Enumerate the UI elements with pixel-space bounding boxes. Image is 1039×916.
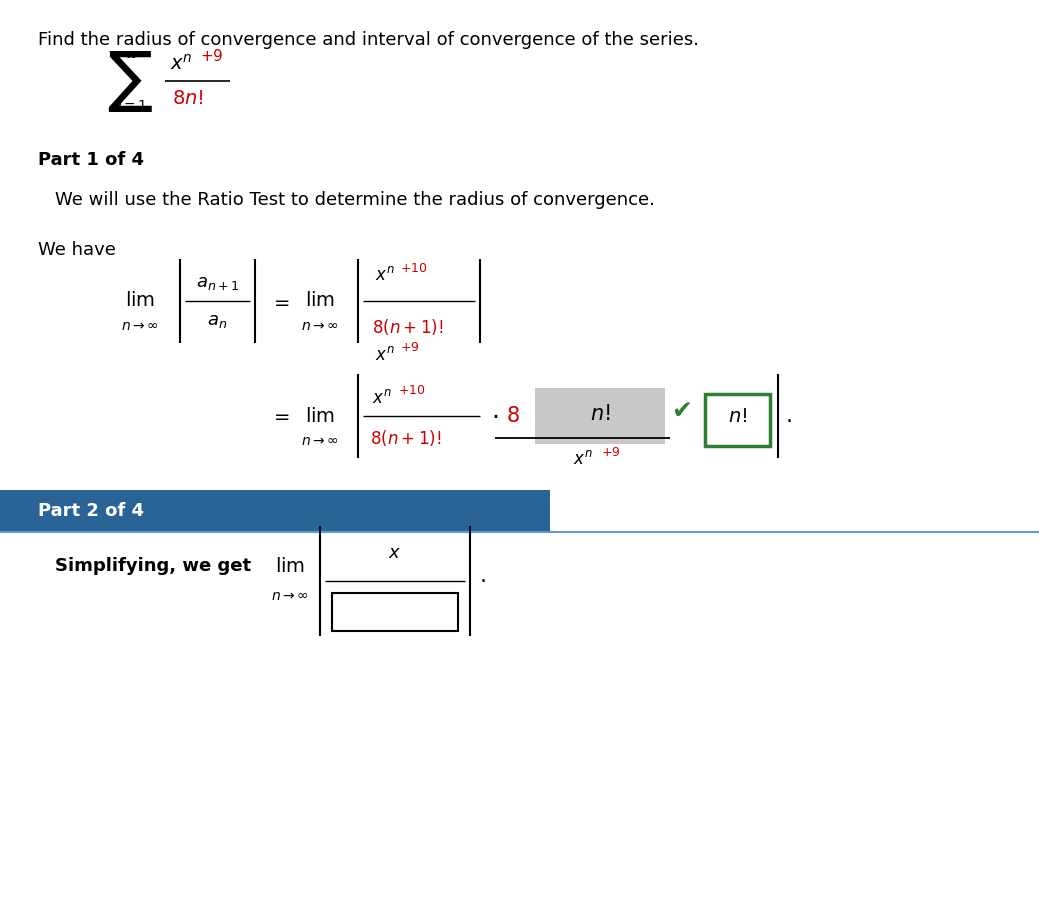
- Text: $x$: $x$: [389, 544, 402, 562]
- Text: $8$: $8$: [506, 406, 520, 426]
- Text: $=$: $=$: [270, 407, 290, 426]
- Text: $x^{n}$: $x^{n}$: [375, 266, 395, 284]
- Text: $=$: $=$: [270, 291, 290, 311]
- Text: $+ 9$: $+ 9$: [400, 342, 420, 354]
- Text: $a_{n+1}$: $a_{n+1}$: [195, 274, 239, 292]
- Text: $+ 10$: $+ 10$: [398, 385, 426, 398]
- Text: Simplifying, we get: Simplifying, we get: [55, 557, 251, 575]
- Text: $n!$: $n!$: [728, 407, 747, 426]
- FancyBboxPatch shape: [705, 394, 770, 446]
- Text: $n \to \infty$: $n \to \infty$: [122, 319, 159, 333]
- Text: $8(n + 1)!$: $8(n + 1)!$: [370, 428, 442, 448]
- Text: $+ 10$: $+ 10$: [400, 261, 428, 275]
- Text: $\lim$: $\lim$: [305, 291, 335, 311]
- Text: $\lim$: $\lim$: [305, 407, 335, 426]
- FancyBboxPatch shape: [332, 593, 458, 631]
- Text: $\lim$: $\lim$: [125, 291, 155, 311]
- Text: $.$: $.$: [784, 406, 792, 426]
- Text: $8(n + 1)!$: $8(n + 1)!$: [372, 317, 444, 337]
- Text: $+ 9$: $+ 9$: [601, 445, 620, 459]
- Text: $a_n$: $a_n$: [208, 312, 228, 330]
- Text: $n \to \infty$: $n \to \infty$: [271, 589, 309, 603]
- FancyBboxPatch shape: [0, 490, 550, 532]
- Text: $\sum$: $\sum$: [107, 49, 153, 114]
- Text: $n \to \infty$: $n \to \infty$: [301, 319, 339, 333]
- Text: $x^{n}$: $x^{n}$: [572, 450, 592, 468]
- Text: $x^{n}$: $x^{n}$: [170, 54, 192, 74]
- Text: We will use the Ratio Test to determine the radius of convergence.: We will use the Ratio Test to determine …: [55, 191, 655, 209]
- Text: $n = 1$: $n = 1$: [112, 99, 148, 113]
- Text: Find the radius of convergence and interval of convergence of the series.: Find the radius of convergence and inter…: [38, 31, 699, 49]
- FancyBboxPatch shape: [535, 388, 665, 444]
- Text: $n \to \infty$: $n \to \infty$: [301, 434, 339, 448]
- Text: $.$: $.$: [479, 566, 485, 586]
- Text: Part 2 of 4: Part 2 of 4: [38, 502, 144, 520]
- Text: Part 1 of 4: Part 1 of 4: [38, 151, 144, 169]
- Text: $\lim$: $\lim$: [275, 557, 305, 575]
- Text: $\infty$: $\infty$: [124, 47, 136, 61]
- Text: $x^{n}$: $x^{n}$: [375, 346, 395, 364]
- Text: ✔: ✔: [671, 399, 693, 423]
- Text: We have: We have: [38, 241, 116, 259]
- Text: $n!$: $n!$: [590, 404, 610, 424]
- Text: $x^{n}$: $x^{n}$: [372, 389, 392, 407]
- Text: $+ 9$: $+ 9$: [199, 48, 223, 64]
- Text: $\cdot$: $\cdot$: [491, 404, 499, 428]
- Text: $8n!$: $8n!$: [172, 89, 204, 107]
